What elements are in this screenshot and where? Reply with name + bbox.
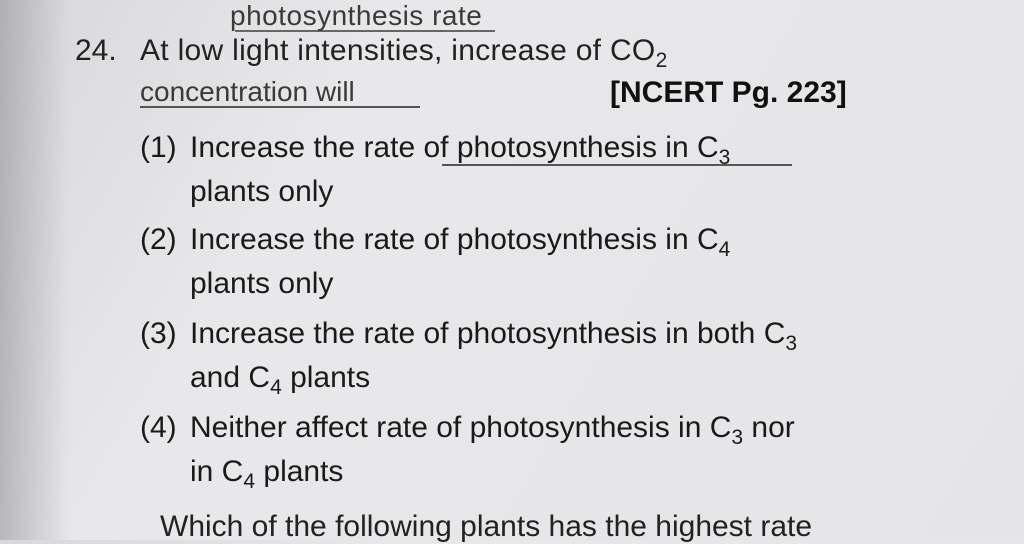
option-4-text-a: Neither affect rate of photosynthesis in… bbox=[190, 411, 731, 444]
co2-subscript: 2 bbox=[656, 49, 668, 72]
c4-subscript: 4 bbox=[719, 238, 731, 261]
option-3-text-a: Increase the rate of photosynthesis in b… bbox=[190, 317, 785, 350]
option-2-line2: plants only bbox=[140, 264, 730, 305]
question-line-1: At low light intensities, increase of CO… bbox=[140, 34, 668, 73]
option-1-line1: Increase the rate of photosynthesis in C… bbox=[190, 131, 730, 164]
ncert-reference: [NCERT Pg. 223] bbox=[610, 76, 847, 110]
option-3-text-l2b: plants bbox=[282, 361, 370, 394]
option-4-line1: Neither affect rate of photosynthesis in… bbox=[190, 411, 795, 444]
option-1-text-a: Increase the rate of photosynthesis in C bbox=[190, 131, 719, 164]
textbook-page: photosynthesis rate 24. At low light int… bbox=[40, 0, 984, 540]
option-1: (1)Increase the rate of photosynthesis i… bbox=[140, 128, 730, 213]
option-2-number: (2) bbox=[140, 220, 190, 261]
underline-option1 bbox=[442, 164, 792, 166]
option-4: (4)Neither affect rate of photosynthesis… bbox=[140, 408, 795, 497]
option-3: (3)Increase the rate of photosynthesis i… bbox=[140, 314, 797, 403]
option-3-line2: and C4 plants bbox=[140, 358, 797, 402]
c3-subscript-opt4: 3 bbox=[731, 426, 743, 449]
option-3-number: (3) bbox=[140, 314, 190, 355]
question-line-1-text: At low light intensities, increase of CO bbox=[140, 34, 656, 67]
option-4-text-l2a: in C bbox=[190, 455, 243, 488]
underline-concentration bbox=[140, 106, 420, 108]
option-4-text-b: nor bbox=[743, 411, 795, 444]
option-4-number: (4) bbox=[140, 408, 190, 449]
option-4-text-l2b: plants bbox=[255, 455, 343, 488]
option-3-line1: Increase the rate of photosynthesis in b… bbox=[190, 317, 797, 350]
c3-subscript-opt3: 3 bbox=[785, 332, 797, 355]
option-4-line2: in C4 plants bbox=[140, 452, 795, 496]
option-2: (2)Increase the rate of photosynthesis i… bbox=[140, 220, 730, 305]
option-1-number: (1) bbox=[140, 128, 190, 169]
option-3-text-l2a: and C bbox=[190, 361, 270, 394]
question-line-2: concentration will bbox=[140, 76, 355, 108]
option-1-line2: plants only bbox=[140, 172, 730, 213]
c4-subscript-opt3: 4 bbox=[270, 376, 282, 399]
next-question-fragment: Which of the following plants has the hi… bbox=[160, 510, 812, 544]
option-2-line1: Increase the rate of photosynthesis in C… bbox=[190, 223, 730, 256]
prev-question-fragment: photosynthesis rate bbox=[230, 0, 482, 32]
option-2-text-a: Increase the rate of photosynthesis in C bbox=[190, 223, 719, 256]
c4-subscript-opt4: 4 bbox=[243, 470, 255, 493]
question-number: 24. bbox=[75, 34, 117, 68]
